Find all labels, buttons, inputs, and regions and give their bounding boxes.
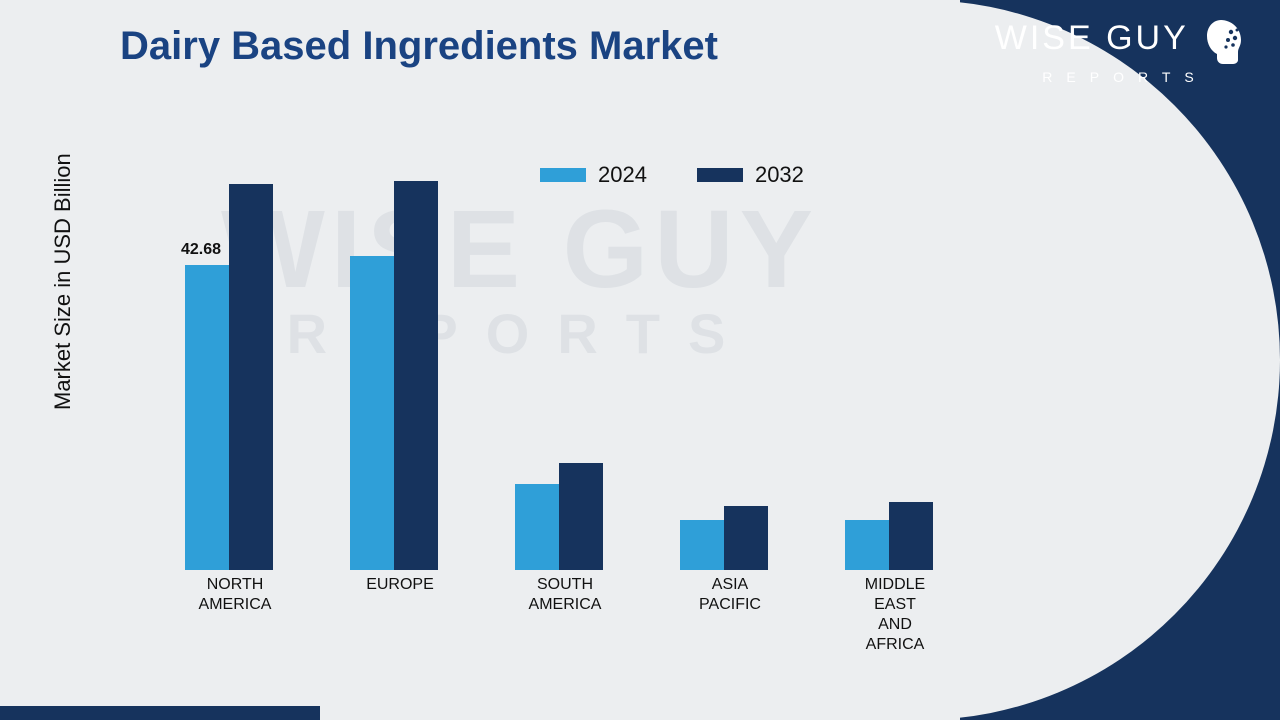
bar [845, 520, 889, 570]
x-axis-label: SOUTHAMERICA [505, 575, 625, 615]
chart-area: Market Size in USD Billion 42.68 NORTHAM… [60, 150, 960, 670]
bar [185, 265, 229, 570]
bar [350, 256, 394, 570]
chart-title: Dairy Based Ingredients Market [120, 24, 718, 69]
right-panel [960, 0, 1280, 720]
bar [515, 484, 559, 570]
y-axis-label: Market Size in USD Billion [50, 153, 76, 410]
x-axis-label: EUROPE [340, 575, 460, 595]
x-axis-label: ASIAPACIFIC [670, 575, 790, 615]
bar [724, 506, 768, 570]
brand-logo: WISE GUY REPORTS [990, 18, 1250, 85]
x-axis-label: MIDDLEEASTANDAFRICA [835, 575, 955, 655]
logo-main-text: WISE GUY [995, 19, 1189, 58]
plot-area: 42.68 [115, 170, 955, 570]
x-axis-labels: NORTHAMERICA EUROPE SOUTHAMERICA ASIAPACIFI… [115, 575, 955, 675]
x-axis-label: NORTHAMERICA [175, 575, 295, 615]
bar [394, 181, 438, 570]
bar-value-label: 42.68 [171, 241, 231, 259]
bar [229, 184, 273, 570]
head-icon [1201, 18, 1245, 71]
bar [680, 520, 724, 570]
stage: WISE GUY REPORTS Dairy Based Ingredients… [0, 0, 1280, 720]
bar [559, 463, 603, 570]
footer-accent-bar [0, 706, 320, 720]
logo-sub-text: REPORTS [990, 69, 1250, 85]
bar [889, 502, 933, 570]
